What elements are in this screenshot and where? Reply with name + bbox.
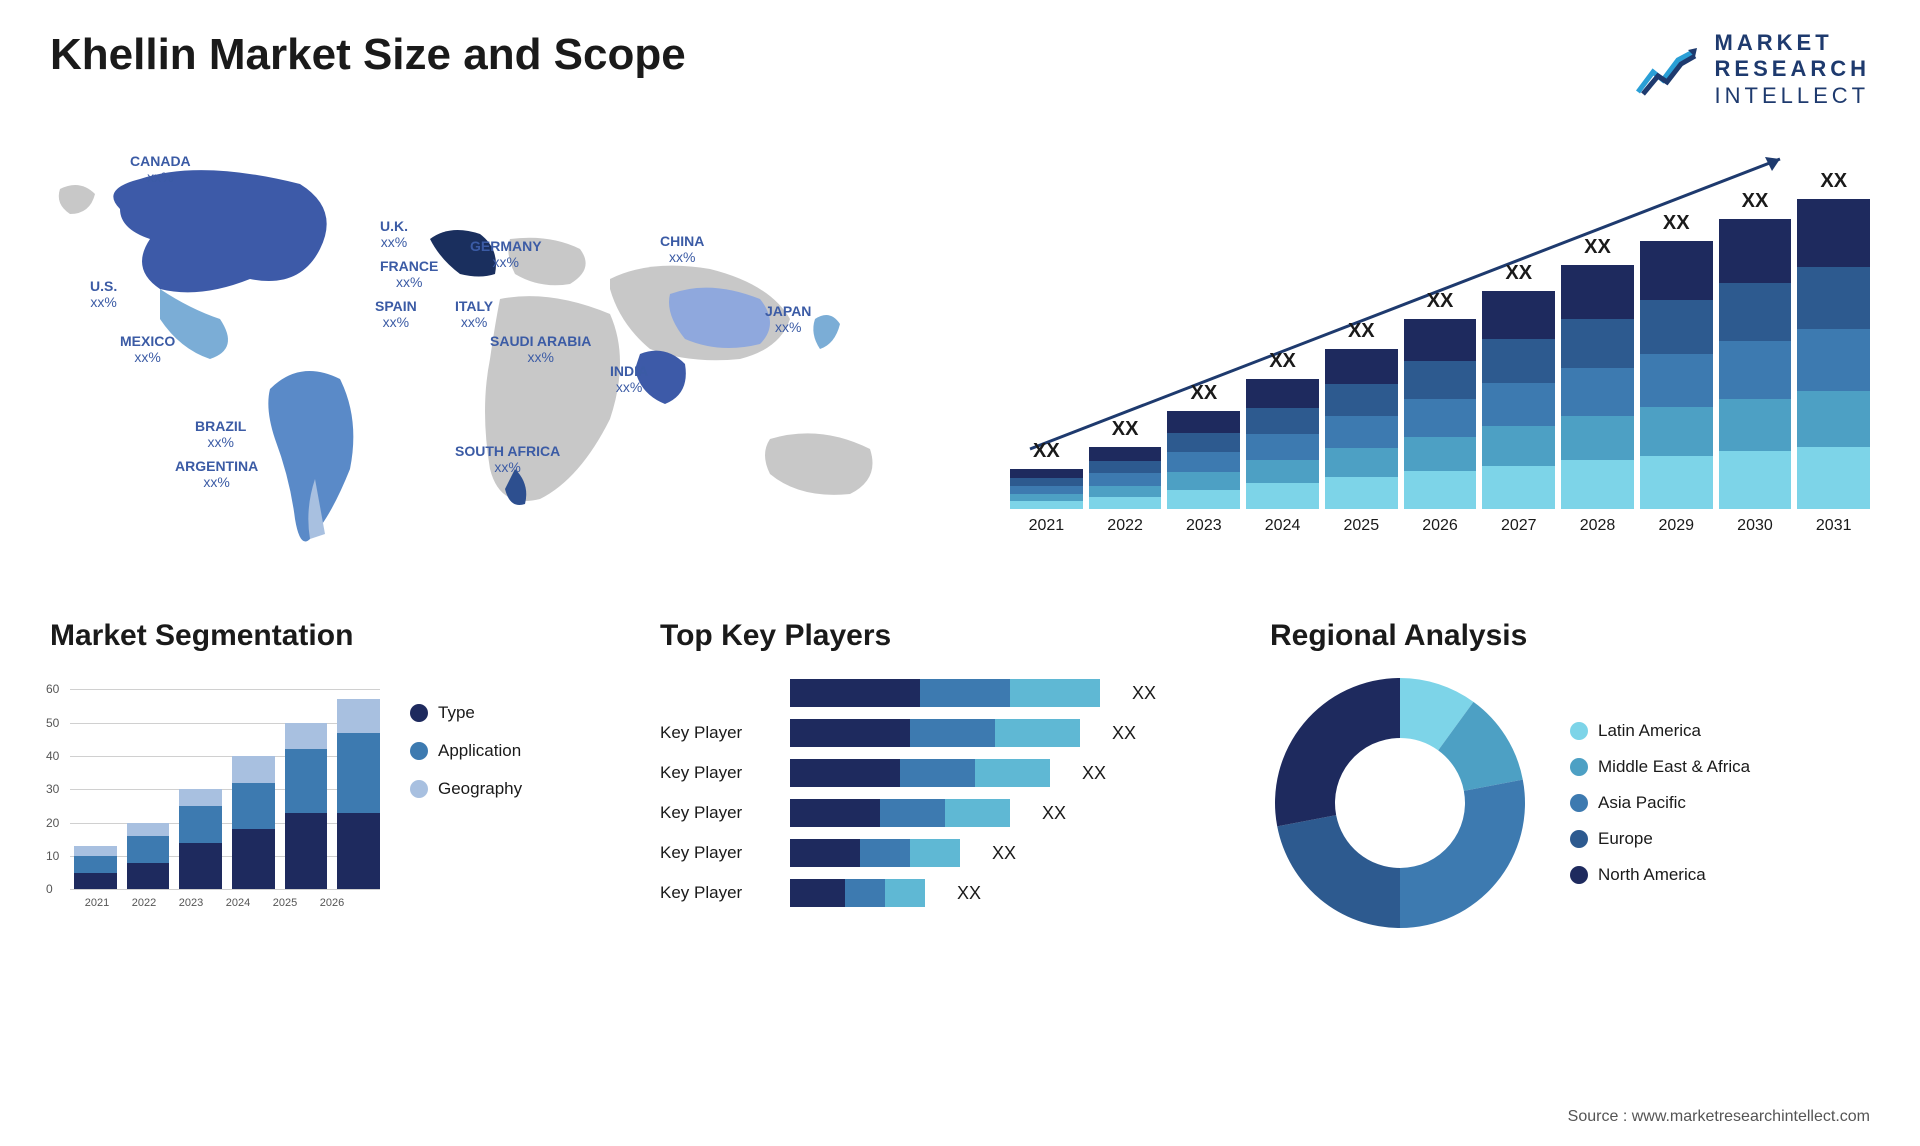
segmentation-title: Market Segmentation [50, 619, 610, 653]
growth-chart: XXXXXXXXXXXXXXXXXXXXXX 20212022202320242… [1010, 139, 1870, 569]
brand-logo: MARKET RESEARCH INTELLECT [1633, 30, 1870, 109]
player-row: Key PlayerXX [660, 793, 1220, 833]
world-map: CANADAxx% U.S.xx%MEXICOxx% BRAZILxx% ARGENT… [50, 139, 950, 569]
growth-bar-2022: XX [1089, 418, 1162, 509]
growth-year-label: 2028 [1561, 517, 1634, 535]
page-title: Khellin Market Size and Scope [50, 30, 686, 80]
region-legend-latin-america: Latin America [1570, 721, 1750, 741]
legend-item-application: Application [410, 741, 522, 761]
legend-item-type: Type [410, 703, 522, 723]
legend-item-geography: Geography [410, 779, 522, 799]
key-players-chart: XXKey PlayerXXKey PlayerXXKey PlayerXXKe… [660, 673, 1220, 913]
growth-bar-2026: XX [1404, 290, 1477, 509]
map-label-mexico: MEXICOxx% [120, 334, 175, 365]
growth-year-label: 2030 [1719, 517, 1792, 535]
regional-legend: Latin America Middle East & Africa Asia Pa… [1570, 721, 1750, 885]
source-citation: Source : www.marketresearchintellect.com [1568, 1108, 1870, 1126]
seg-bar-2024 [232, 756, 275, 889]
donut-slice-asia-pacific [1400, 780, 1525, 928]
region-legend-middle-east---africa: Middle East & Africa [1570, 757, 1750, 777]
key-players-section: Top Key Players XXKey PlayerXXKey Player… [660, 619, 1220, 933]
map-label-germany: GERMANYxx% [470, 239, 542, 270]
growth-year-label: 2025 [1325, 517, 1398, 535]
donut-slice-europe [1277, 815, 1400, 928]
seg-bar-2022 [127, 823, 170, 890]
growth-year-label: 2029 [1640, 517, 1713, 535]
growth-year-label: 2022 [1089, 517, 1162, 535]
regional-donut-chart [1270, 673, 1530, 933]
player-row: Key PlayerXX [660, 753, 1220, 793]
growth-bar-2030: XX [1719, 190, 1792, 509]
map-label-india: INDIAxx% [610, 364, 648, 395]
map-label-canada: CANADAxx% [130, 154, 191, 185]
donut-slice-north-america [1275, 678, 1400, 826]
regional-title: Regional Analysis [1270, 619, 1870, 653]
region-legend-north-america: North America [1570, 865, 1750, 885]
logo-text: MARKET RESEARCH INTELLECT [1715, 30, 1870, 109]
map-label-saudiarabia: SAUDI ARABIAxx% [490, 334, 591, 365]
growth-bar-2023: XX [1167, 382, 1240, 509]
map-label-china: CHINAxx% [660, 234, 704, 265]
segmentation-section: Market Segmentation 0102030405060 202120… [50, 619, 610, 933]
growth-year-label: 2027 [1482, 517, 1555, 535]
region-legend-asia-pacific: Asia Pacific [1570, 793, 1750, 813]
map-label-argentina: ARGENTINAxx% [175, 459, 258, 490]
seg-bar-2026 [337, 699, 380, 889]
map-label-southafrica: SOUTH AFRICAxx% [455, 444, 560, 475]
growth-year-label: 2031 [1797, 517, 1870, 535]
seg-bar-2021 [74, 846, 117, 889]
growth-bar-2029: XX [1640, 212, 1713, 509]
player-row: Key PlayerXX [660, 873, 1220, 913]
map-label-spain: SPAINxx% [375, 299, 417, 330]
map-label-france: FRANCExx% [380, 259, 438, 290]
growth-year-label: 2023 [1167, 517, 1240, 535]
map-label-italy: ITALYxx% [455, 299, 493, 330]
growth-bar-2028: XX [1561, 236, 1634, 509]
growth-year-label: 2024 [1246, 517, 1319, 535]
segmentation-chart: 0102030405060 202120222023202420252026 [50, 673, 380, 913]
player-row: Key PlayerXX [660, 713, 1220, 753]
logo-mark-icon [1633, 42, 1703, 98]
growth-bar-2021: XX [1010, 440, 1083, 509]
growth-year-label: 2026 [1404, 517, 1477, 535]
map-label-brazil: BRAZILxx% [195, 419, 246, 450]
growth-bar-2031: XX [1797, 170, 1870, 509]
key-players-title: Top Key Players [660, 619, 1220, 653]
growth-bar-2024: XX [1246, 350, 1319, 509]
seg-bar-2025 [285, 723, 328, 890]
growth-year-label: 2021 [1010, 517, 1083, 535]
map-label-us: U.S.xx% [90, 279, 117, 310]
growth-bar-2027: XX [1482, 262, 1555, 509]
regional-section: Regional Analysis Latin America Middle Ea… [1270, 619, 1870, 933]
map-label-japan: JAPANxx% [765, 304, 811, 335]
player-row: Key PlayerXX [660, 833, 1220, 873]
segmentation-legend: Type Application Geography [410, 673, 522, 913]
growth-bar-2025: XX [1325, 320, 1398, 509]
map-label-uk: U.K.xx% [380, 219, 408, 250]
region-legend-europe: Europe [1570, 829, 1750, 849]
player-row: XX [660, 673, 1220, 713]
seg-bar-2023 [179, 789, 222, 889]
